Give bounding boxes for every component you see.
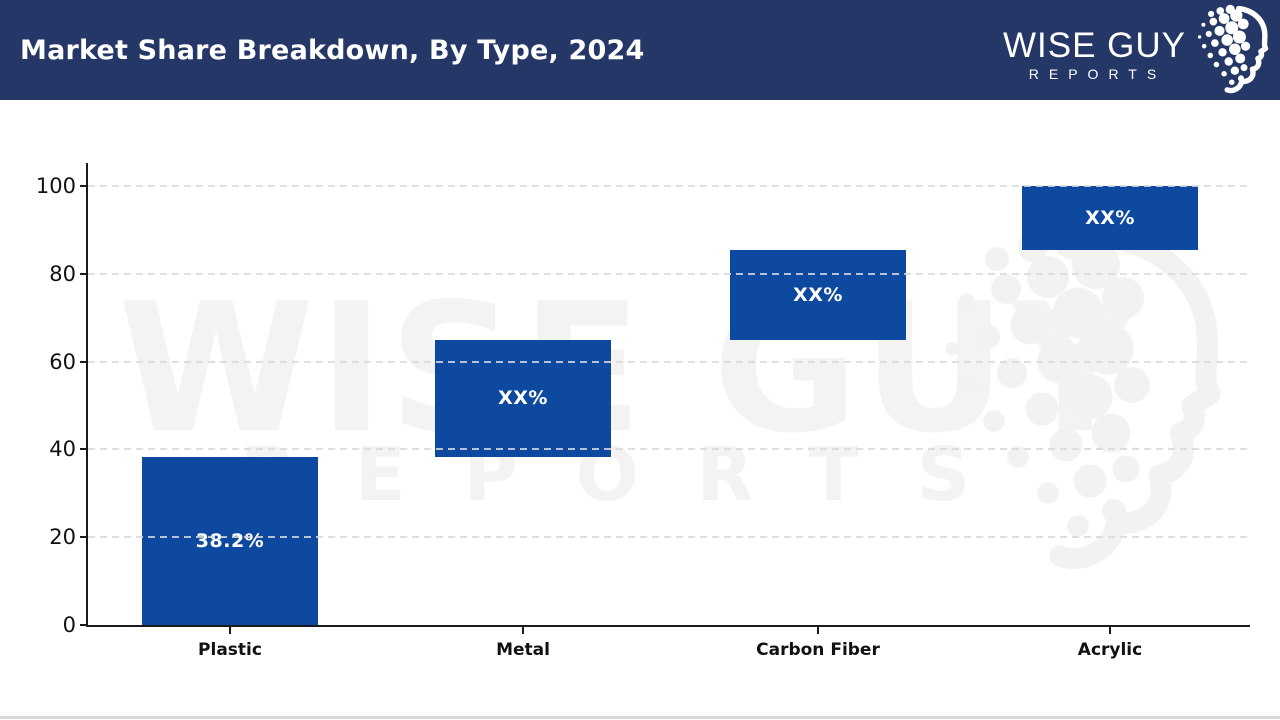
x-tick-plastic	[229, 627, 231, 634]
x-axis-label-metal: Metal	[496, 640, 550, 660]
y-tick-100	[80, 185, 88, 187]
y-tick-40	[80, 448, 88, 451]
watermark-subtitle: REPORTS	[240, 432, 1029, 518]
page-title: Market Share Breakdown, By Type, 2024	[20, 34, 645, 66]
y-tick-80	[80, 272, 88, 275]
y-tick-0	[80, 624, 88, 626]
x-axis-label-plastic: Plastic	[198, 640, 262, 660]
gridline-100	[88, 185, 1248, 187]
logo-wordmark: WISE GUY	[1002, 26, 1186, 65]
y-tick-label-100: 100	[35, 174, 76, 198]
bar-value-label-carbon-fiber: XX%	[793, 283, 843, 306]
x-axis-label-acrylic: Acrylic	[1077, 640, 1143, 660]
logo-subtitle: REPORTS	[1028, 66, 1167, 82]
gridline-80	[88, 272, 1248, 275]
x-axis-label-carbon-fiber: Carbon Fiber	[756, 640, 880, 660]
y-tick-label-80: 80	[49, 261, 76, 286]
x-tick-metal	[522, 627, 524, 634]
x-tick-acrylic	[1109, 627, 1111, 634]
gridline-20	[88, 536, 1248, 539]
gridline-40	[88, 448, 1248, 451]
x-axis-line	[86, 625, 1250, 627]
y-tick-label-40: 40	[49, 437, 76, 462]
y-tick-label-60: 60	[49, 349, 76, 374]
bar-carbon-fiber: XX%	[730, 249, 906, 340]
y-tick-label-20: 20	[49, 525, 76, 550]
footer-rule	[0, 716, 1280, 719]
y-axis-line	[86, 163, 88, 627]
logo-head-icon	[1197, 4, 1269, 94]
y-tick-label-0: 0	[62, 613, 76, 637]
y-tick-60	[80, 360, 88, 363]
bar-value-label-plastic: 38.2%	[195, 530, 265, 553]
y-tick-20	[80, 536, 88, 539]
bar-metal: XX%	[435, 339, 611, 458]
bar-value-label-acrylic: XX%	[1085, 206, 1135, 229]
x-tick-carbon-fiber	[817, 627, 819, 634]
bar-acrylic: XX%	[1022, 186, 1198, 250]
gridline-60	[88, 360, 1248, 363]
logo-text: WISE GUY REPORTS	[1002, 26, 1186, 83]
header-bar: Market Share Breakdown, By Type, 2024 WI…	[0, 0, 1280, 100]
bar-plastic: 38.2%	[142, 457, 318, 625]
bar-value-label-metal: XX%	[498, 387, 548, 410]
wise-guy-logo: WISE GUY REPORTS	[1003, 4, 1272, 96]
